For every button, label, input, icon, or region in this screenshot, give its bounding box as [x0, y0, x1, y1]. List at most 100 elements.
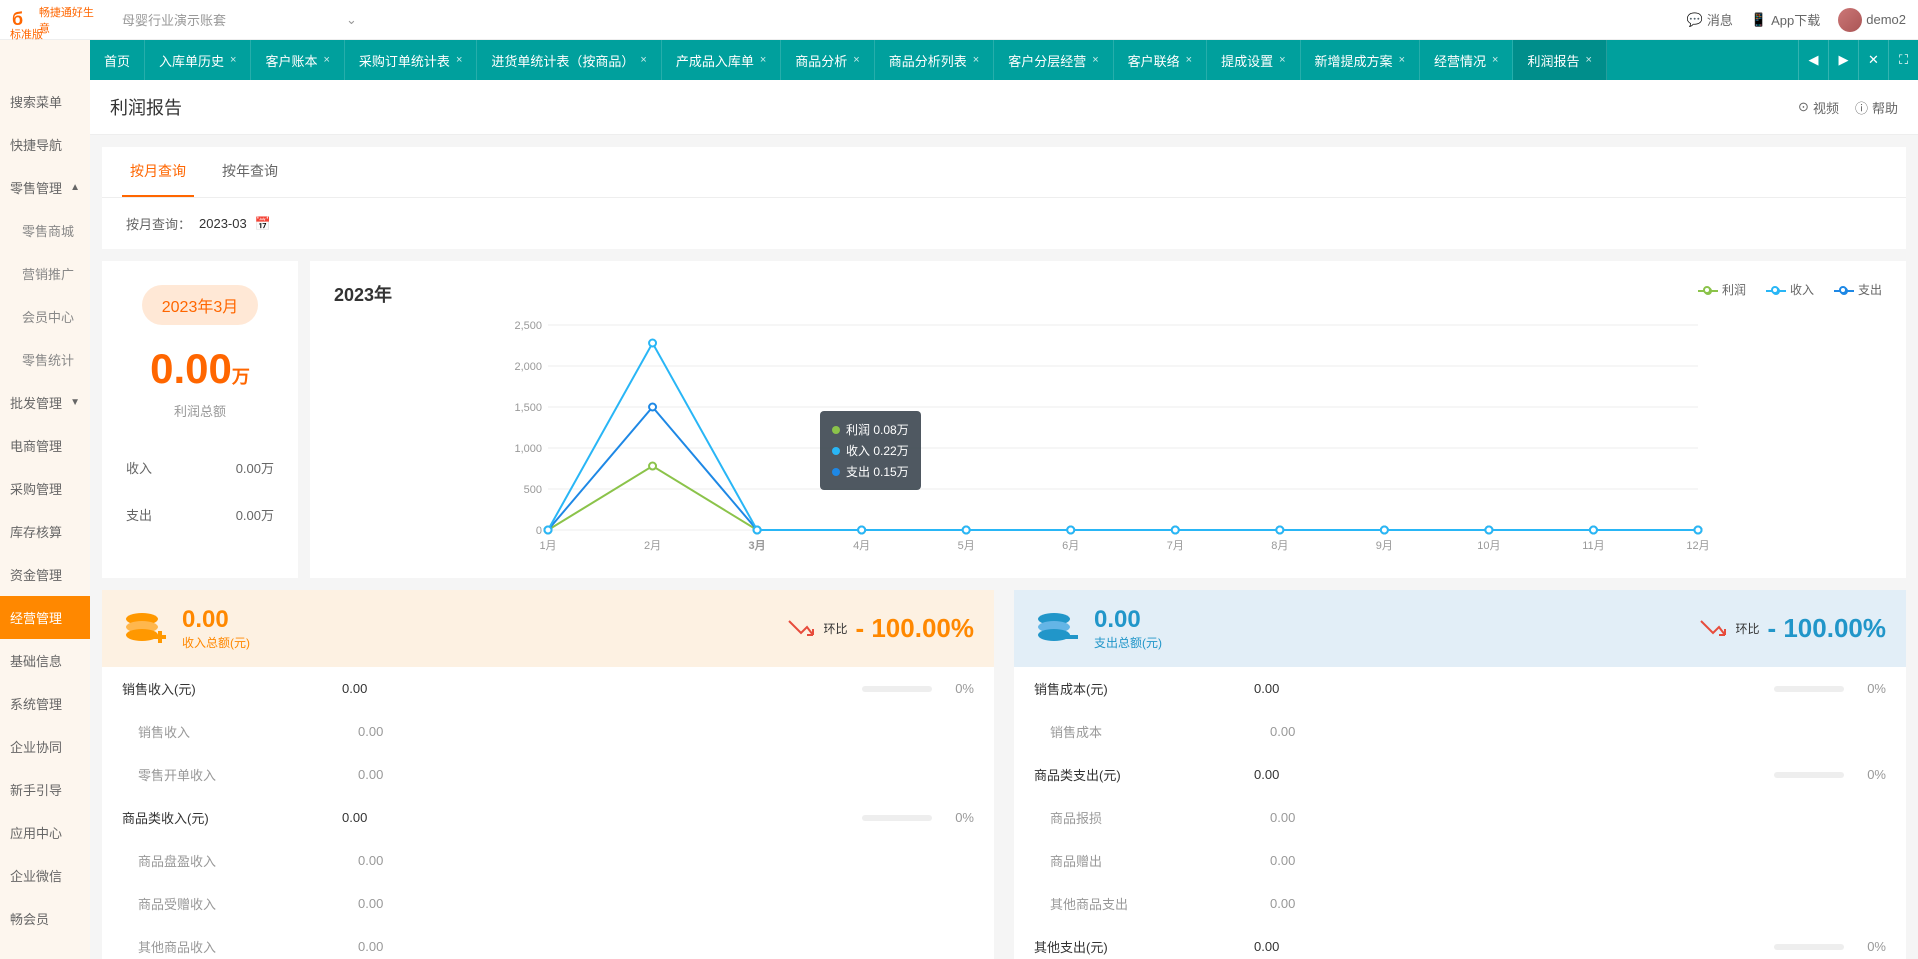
close-icon[interactable]: ×	[456, 54, 462, 66]
chart-title: 2023年	[334, 281, 1882, 307]
close-icon[interactable]: ×	[230, 54, 236, 66]
legend-item[interactable]: 利润	[1698, 281, 1746, 298]
calendar-icon[interactable]: 📅	[255, 216, 271, 232]
expense-panel-head: 0.00 支出总额(元) 环比 - 100.00%	[1014, 590, 1906, 667]
video-link[interactable]: ⊙视频	[1798, 98, 1839, 117]
tab-prev-button[interactable]: ◀	[1798, 40, 1828, 80]
expense-row: 支出 0.00万	[118, 495, 282, 534]
sidebar-item[interactable]: 零售统计	[0, 338, 90, 381]
detail-row: 销售收入0.00	[102, 710, 994, 753]
chevron-icon: ▼	[70, 397, 80, 408]
income-panel: 0.00 收入总额(元) 环比 - 100.00% 销售收入(元)0.000%销…	[102, 590, 994, 959]
detail-row: 其他商品收入0.00	[102, 925, 994, 959]
tab[interactable]: 客户分层经营×	[994, 40, 1113, 80]
tab-bar-spacer	[0, 40, 90, 80]
tab[interactable]: 利润报告×	[1513, 40, 1606, 80]
sub-tabs: 按月查询 按年查询	[102, 147, 1906, 198]
tabs-container: 首页入库单历史×客户账本×采购订单统计表×进货单统计表（按商品）×产成品入库单×…	[90, 40, 1798, 80]
sidebar-item[interactable]: 采购管理	[0, 467, 90, 510]
chart-tooltip: 利润 0.08万收入 0.22万支出 0.15万	[820, 411, 921, 490]
account-name: 母婴行业演示账套	[122, 10, 226, 29]
sidebar-item[interactable]: 批发管理▼	[0, 381, 90, 424]
sidebar-item[interactable]: 零售商城	[0, 209, 90, 252]
sidebar-item[interactable]: 基础信息	[0, 639, 90, 682]
sidebar-item[interactable]: 资金管理	[0, 553, 90, 596]
account-select[interactable]: 母婴行业演示账套 ⌄	[122, 10, 357, 29]
sidebar-item[interactable]: 畅会员	[0, 897, 90, 940]
sidebar-item[interactable]: 应用中心	[0, 811, 90, 854]
tab-close-all-button[interactable]: ✕	[1858, 40, 1888, 80]
progress-bar	[1774, 686, 1844, 692]
sidebar-item[interactable]: 电商管理	[0, 424, 90, 467]
close-icon[interactable]: ×	[1399, 54, 1405, 66]
sidebar-item[interactable]: 企业协同	[0, 725, 90, 768]
tab-next-button[interactable]: ▶	[1828, 40, 1858, 80]
expense-rows: 销售成本(元)0.000%销售成本0.00商品类支出(元)0.000%商品报损0…	[1014, 667, 1906, 959]
sub-tab-yearly[interactable]: 按年查询	[214, 147, 286, 197]
close-icon[interactable]: ×	[1585, 54, 1591, 66]
close-icon[interactable]: ×	[1279, 54, 1285, 66]
sidebar-item[interactable]: 系统管理	[0, 682, 90, 725]
income-panel-head: 0.00 收入总额(元) 环比 - 100.00%	[102, 590, 994, 667]
tab[interactable]: 新增提成方案×	[1301, 40, 1420, 80]
messages-link[interactable]: 💬 消息	[1687, 10, 1733, 29]
legend-item[interactable]: 收入	[1766, 281, 1814, 298]
sidebar-item[interactable]: 库存核算	[0, 510, 90, 553]
close-icon[interactable]: ×	[640, 54, 646, 66]
close-icon[interactable]: ×	[973, 54, 979, 66]
expense-panel: 0.00 支出总额(元) 环比 - 100.00% 销售成本(元)0.000%销…	[1014, 590, 1906, 959]
play-icon: ⊙	[1798, 99, 1809, 115]
main-content: 利润报告 ⊙视频 ⓘ帮助 按月查询 按年查询 按月查询： 2023-03 📅 2…	[90, 80, 1918, 959]
svg-text:2,500: 2,500	[514, 320, 542, 332]
expense-sublabel: 支出总额(元)	[1094, 634, 1162, 651]
tab[interactable]: 入库单历史×	[145, 40, 251, 80]
panels-row: 0.00 收入总额(元) 环比 - 100.00% 销售收入(元)0.000%销…	[90, 578, 1918, 959]
close-icon[interactable]: ×	[323, 54, 329, 66]
detail-row: 商品类收入(元)0.000%	[102, 796, 994, 839]
close-icon[interactable]: ×	[1492, 54, 1498, 66]
fullscreen-button[interactable]: ⛶	[1888, 40, 1918, 80]
close-icon[interactable]: ×	[853, 54, 859, 66]
page-actions: ⊙视频 ⓘ帮助	[1798, 98, 1898, 117]
svg-text:12月: 12月	[1686, 540, 1709, 552]
tab[interactable]: 采购订单统计表×	[345, 40, 477, 80]
sidebar-item[interactable]: 新手引导	[0, 768, 90, 811]
expense-amount: 0.00	[1094, 606, 1162, 634]
sidebar-item[interactable]: 营销推广	[0, 252, 90, 295]
tab[interactable]: 经营情况×	[1420, 40, 1513, 80]
sidebar-item[interactable]: 会员中心	[0, 295, 90, 338]
close-icon[interactable]: ×	[760, 54, 766, 66]
top-header: б 畅捷通好生意 标准版 母婴行业演示账套 ⌄ 💬 消息 📱 App下载 dem…	[0, 0, 1918, 40]
detail-row: 销售成本0.00	[1014, 710, 1906, 753]
svg-text:10月: 10月	[1477, 540, 1500, 552]
sub-tab-monthly[interactable]: 按月查询	[122, 147, 194, 197]
tab[interactable]: 客户账本×	[251, 40, 344, 80]
svg-text:5月: 5月	[958, 540, 975, 552]
user-menu[interactable]: demo2	[1838, 8, 1906, 32]
header-right: 💬 消息 📱 App下载 demo2	[1687, 8, 1906, 32]
tab[interactable]: 客户联络×	[1114, 40, 1207, 80]
tab[interactable]: 提成设置×	[1207, 40, 1300, 80]
help-link[interactable]: ⓘ帮助	[1855, 98, 1898, 117]
app-download-link[interactable]: 📱 App下载	[1751, 10, 1820, 29]
sidebar-item[interactable]: 经营管理	[0, 596, 90, 639]
detail-row: 商品赠出0.00	[1014, 839, 1906, 882]
tab[interactable]: 商品分析列表×	[875, 40, 994, 80]
sidebar-item[interactable]: 快捷导航	[0, 123, 90, 166]
sidebar-item[interactable]: 企业微信	[0, 854, 90, 897]
mobile-icon: 📱	[1751, 12, 1767, 28]
legend-item[interactable]: 支出	[1834, 281, 1882, 298]
tab[interactable]: 进货单统计表（按商品）×	[477, 40, 661, 80]
tab[interactable]: 商品分析×	[781, 40, 874, 80]
profit-label: 利润总额	[118, 401, 282, 420]
tab[interactable]: 产成品入库单×	[662, 40, 781, 80]
tab[interactable]: 首页	[90, 40, 145, 80]
chevron-icon: ▲	[70, 182, 80, 193]
close-icon[interactable]: ×	[1092, 54, 1098, 66]
close-icon[interactable]: ×	[1186, 54, 1192, 66]
sidebar-item[interactable]: 零售管理▲	[0, 166, 90, 209]
query-date[interactable]: 2023-03	[199, 216, 247, 231]
sidebar-item[interactable]: 搜索菜单	[0, 80, 90, 123]
svg-text:8月: 8月	[1271, 540, 1288, 552]
progress-bar	[862, 815, 932, 821]
